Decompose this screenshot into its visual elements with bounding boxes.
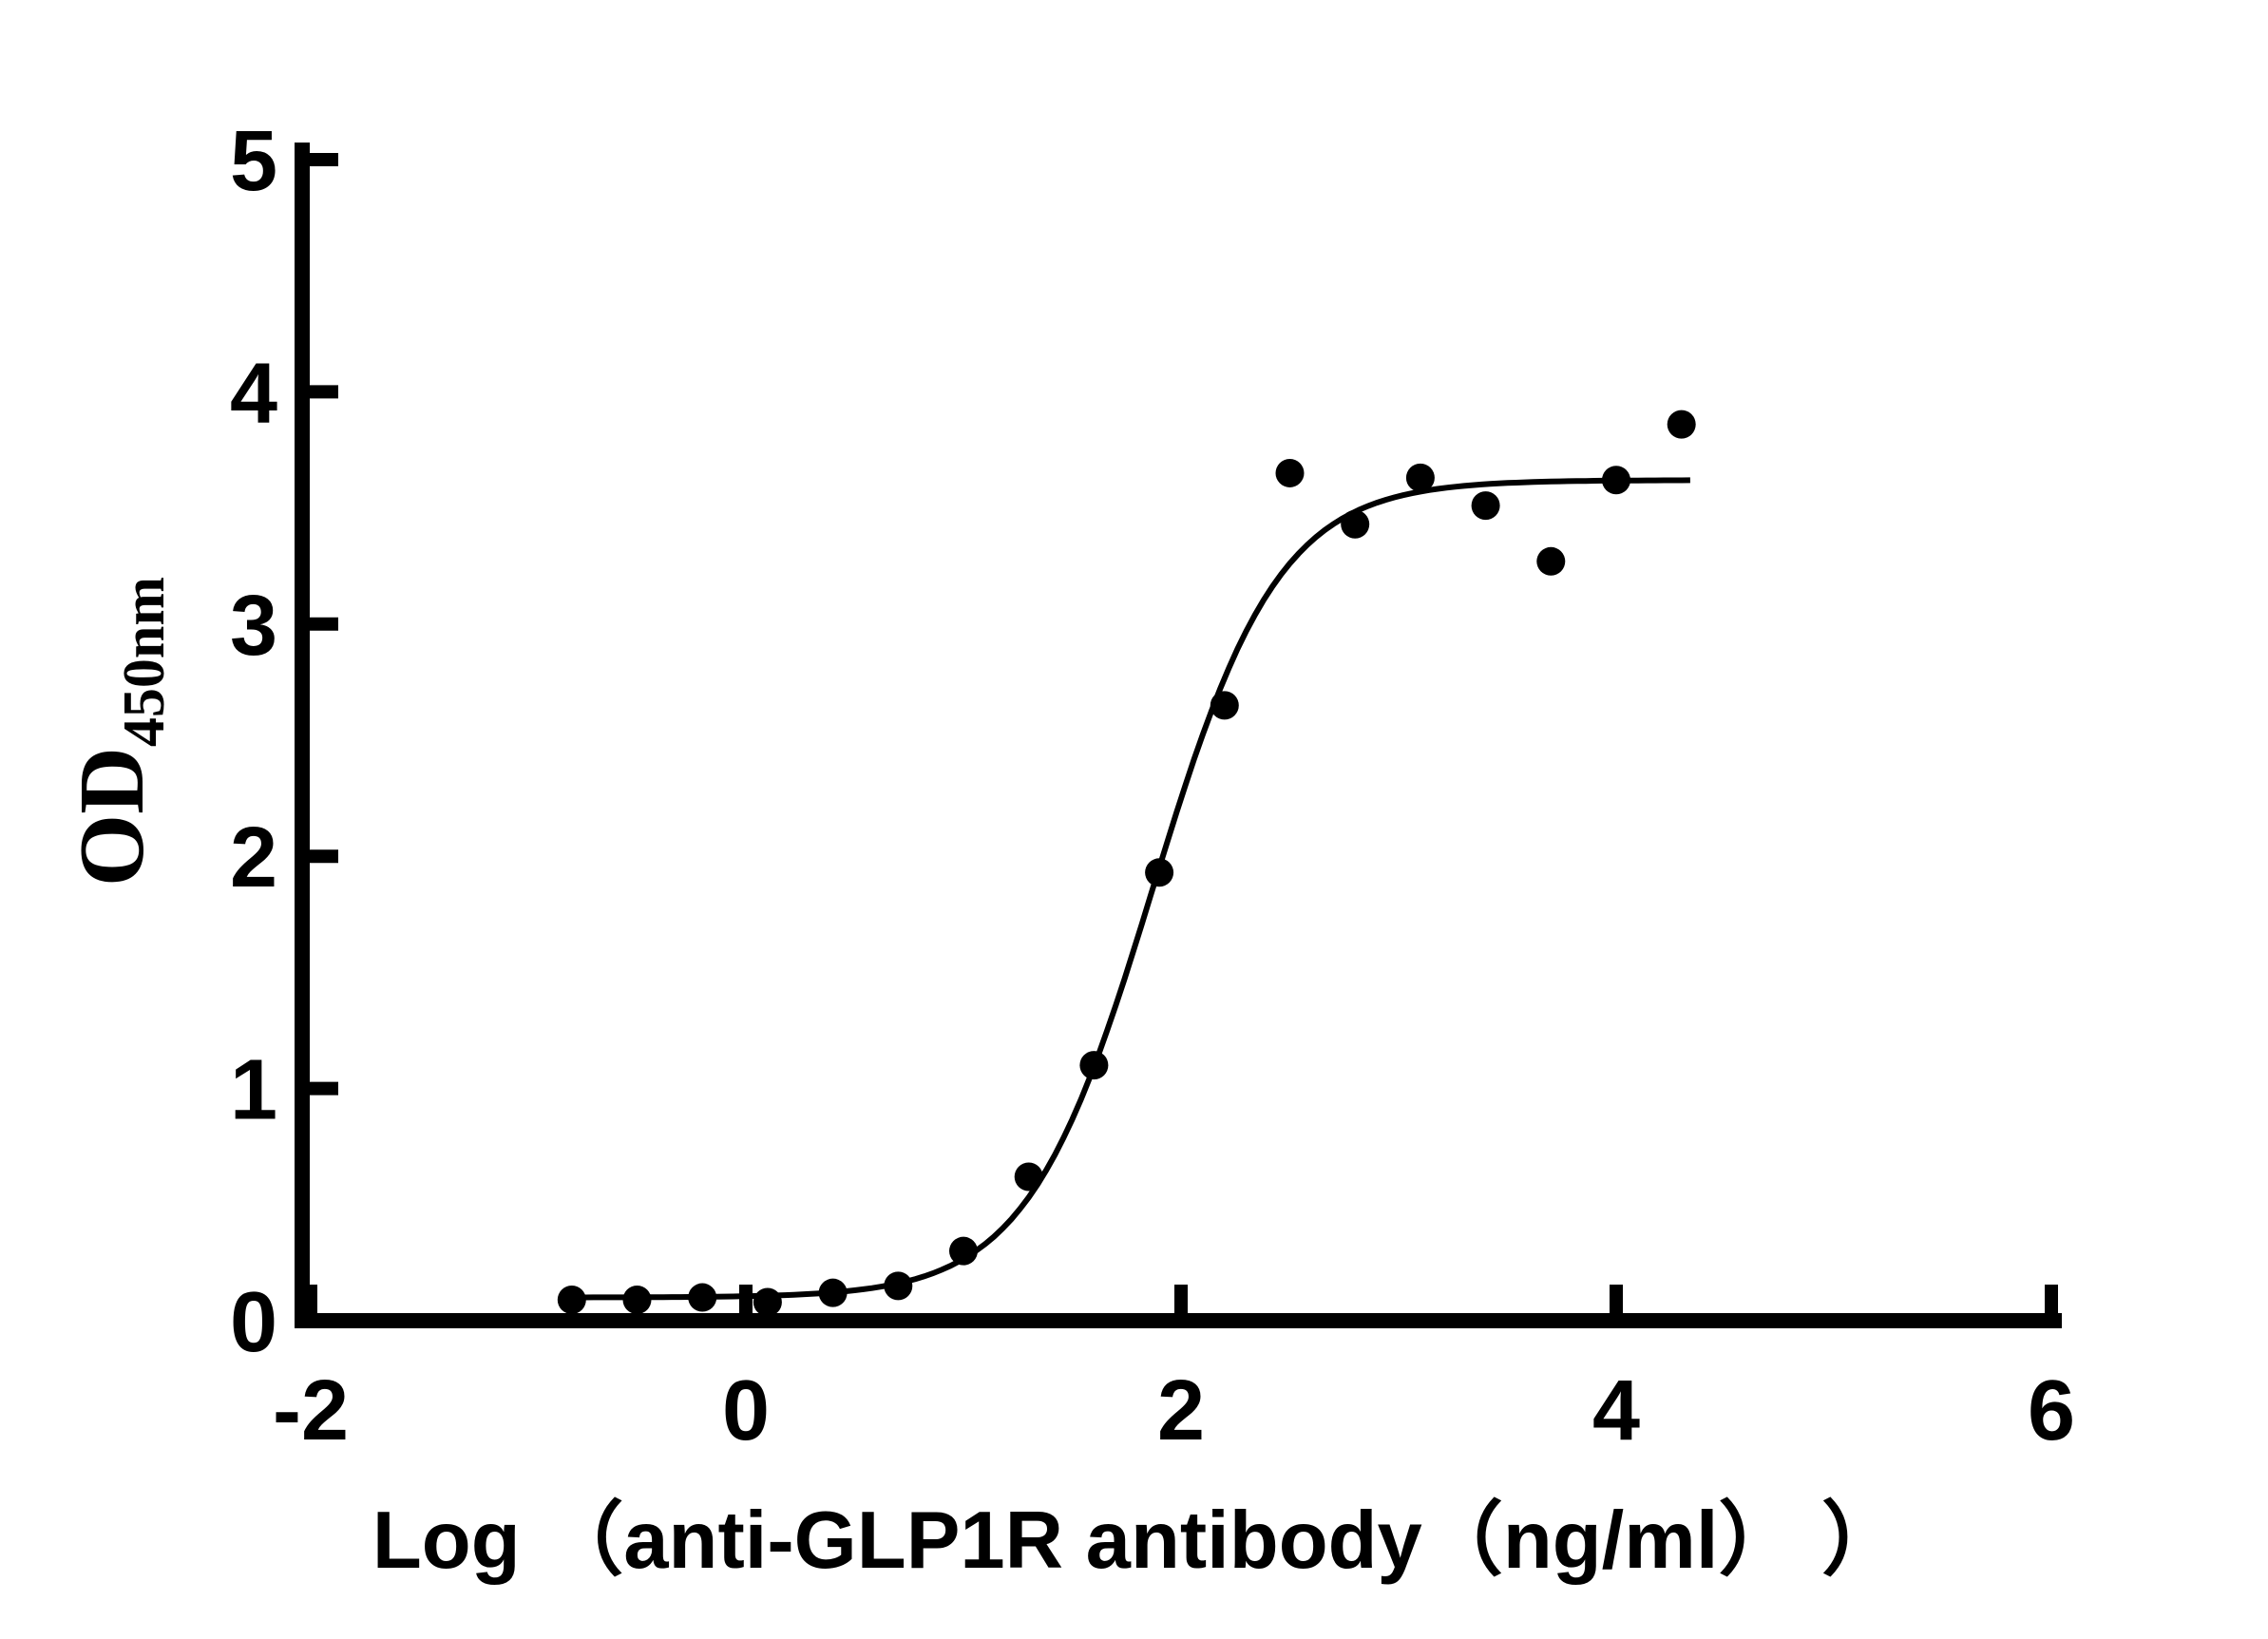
y-tick-label: 5 <box>230 114 277 209</box>
y-tick-label: 4 <box>230 346 277 441</box>
data-point <box>949 1236 978 1266</box>
data-points <box>557 410 1696 1317</box>
data-point <box>1341 509 1370 539</box>
data-point <box>622 1286 652 1315</box>
y-tick-label: 2 <box>230 810 277 905</box>
y-axis-title: OD450nm <box>61 577 177 886</box>
data-point <box>1536 546 1566 576</box>
x-tick-label: 4 <box>1592 1363 1640 1458</box>
y-tick-label: 1 <box>230 1043 277 1138</box>
data-point <box>1014 1162 1043 1191</box>
data-point <box>1275 458 1305 487</box>
data-point <box>1602 466 1630 495</box>
y-axis-title-main: OD <box>61 747 163 886</box>
axes <box>295 143 2062 1328</box>
y-axis-title-sub: 450nm <box>112 577 177 747</box>
y-tick-label: 0 <box>230 1275 277 1370</box>
data-point <box>753 1287 782 1317</box>
x-axis-title: Log （anti-GLP1R antibody（ng/ml） ） <box>372 1496 1902 1586</box>
x-tick-label: 6 <box>2028 1363 2075 1458</box>
data-point <box>1471 491 1500 521</box>
data-point <box>1079 1051 1109 1080</box>
tick-marks <box>302 153 2058 1327</box>
data-point <box>688 1283 717 1312</box>
y-tick-label: 3 <box>230 579 277 674</box>
x-tick-label: 0 <box>722 1363 770 1458</box>
data-point <box>1210 691 1239 720</box>
data-point <box>557 1286 586 1315</box>
data-point <box>818 1278 848 1307</box>
data-point <box>884 1271 913 1301</box>
fit-curve <box>567 477 1690 1301</box>
data-point <box>1405 463 1435 492</box>
data-point <box>1667 410 1696 439</box>
x-tick-label: 2 <box>1157 1363 1205 1458</box>
x-tick-label: -2 <box>273 1363 349 1458</box>
data-point <box>1145 858 1174 887</box>
